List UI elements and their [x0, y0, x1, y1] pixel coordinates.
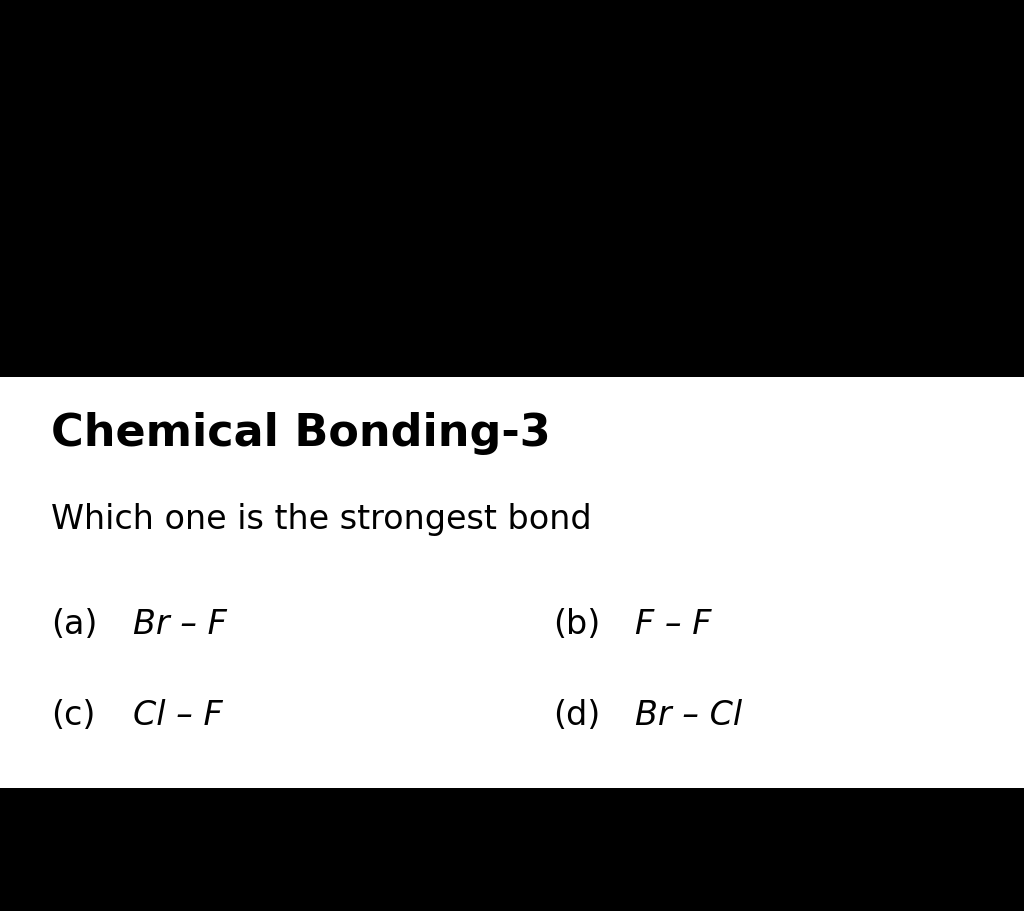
Text: Br – F: Br – F	[133, 608, 227, 640]
Text: (b): (b)	[553, 608, 600, 640]
Text: Cl – F: Cl – F	[133, 699, 223, 732]
Text: F – F: F – F	[635, 608, 712, 640]
FancyBboxPatch shape	[0, 378, 1024, 788]
Text: (a): (a)	[51, 608, 97, 640]
Text: (c): (c)	[51, 699, 95, 732]
Text: Chemical Bonding-3: Chemical Bonding-3	[51, 411, 551, 455]
Text: Br – Cl: Br – Cl	[635, 699, 742, 732]
Text: (d): (d)	[553, 699, 600, 732]
Text: Which one is the strongest bond: Which one is the strongest bond	[51, 503, 592, 536]
